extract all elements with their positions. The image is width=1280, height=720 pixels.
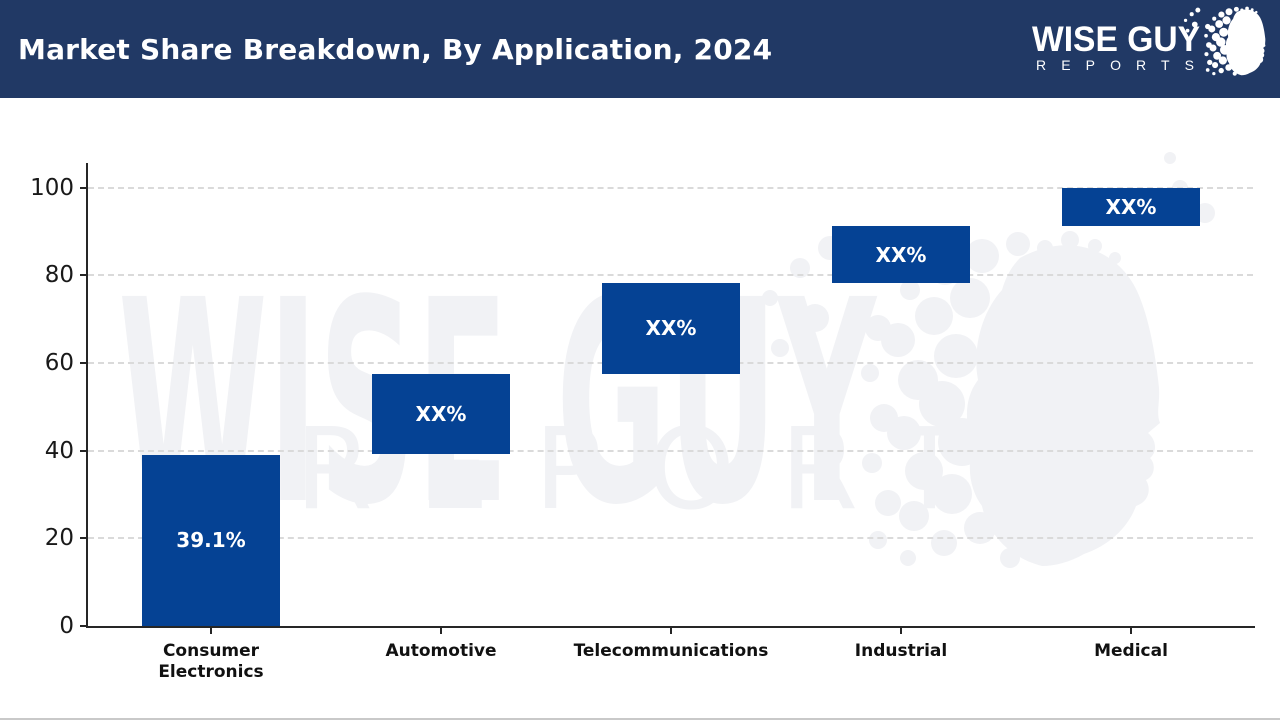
bar-consumer-electronics: 39.1%: [142, 454, 280, 626]
y-tick-mark-80: [80, 274, 88, 277]
y-tick-label-80: 80: [44, 262, 74, 289]
x-tick-label-industrial: Industrial: [854, 641, 948, 661]
x-tick-label-automotive: Automotive: [385, 641, 497, 661]
bar-industrial: XX%: [832, 226, 970, 284]
y-tick-label-20: 20: [44, 525, 74, 552]
x-tick-mark-automotive: [440, 628, 442, 634]
x-tick-mark-consumer-electronics: [210, 628, 212, 634]
y-tick-label-40: 40: [44, 437, 74, 464]
x-tick-label-telecommunications: Telecommunications: [573, 641, 769, 661]
y-tick-mark-100: [80, 186, 88, 189]
logo-wordmark: WISE GUY: [1032, 20, 1200, 59]
gridline-100: [88, 186, 1253, 189]
x-tick-label-medical: Medical: [1094, 641, 1168, 661]
bar-value-label-automotive: XX%: [415, 401, 467, 426]
bar-medical: XX%: [1062, 187, 1200, 227]
logo-face-icon: [1183, 6, 1266, 76]
x-tick-mark-industrial: [900, 628, 902, 634]
y-tick-mark-20: [80, 537, 88, 540]
bar-value-label-consumer-electronics: 39.1%: [176, 528, 246, 553]
x-tick-label-consumer-electronics: Consumer Electronics: [158, 641, 264, 682]
y-tick-mark-0: [80, 625, 88, 627]
gridline-20: [88, 537, 1253, 540]
y-tick-label-0: 0: [59, 613, 74, 639]
gridline-40: [88, 449, 1253, 452]
gridline-80: [88, 274, 1253, 277]
bar-value-label-telecommunications: XX%: [645, 316, 697, 341]
bottom-border: [0, 718, 1280, 720]
bar-value-label-medical: XX%: [1105, 194, 1157, 219]
y-axis-spine: [86, 163, 88, 628]
bar-telecommunications: XX%: [602, 283, 740, 374]
bar-automotive: XX%: [372, 373, 510, 455]
x-axis-spine: [86, 626, 1255, 628]
header: Market Share Breakdown, By Application, …: [0, 0, 1280, 98]
x-tick-mark-medical: [1130, 628, 1132, 634]
y-tick-label-60: 60: [44, 349, 74, 376]
y-tick-mark-40: [80, 449, 88, 452]
y-tick-mark-60: [80, 361, 88, 364]
page-title: Market Share Breakdown, By Application, …: [18, 32, 773, 66]
wise-guy-logo: WISE GUY REPORTS: [1032, 6, 1266, 76]
y-tick-label-100: 100: [30, 174, 74, 201]
bar-value-label-industrial: XX%: [875, 242, 927, 267]
x-tick-mark-telecommunications: [670, 628, 672, 634]
